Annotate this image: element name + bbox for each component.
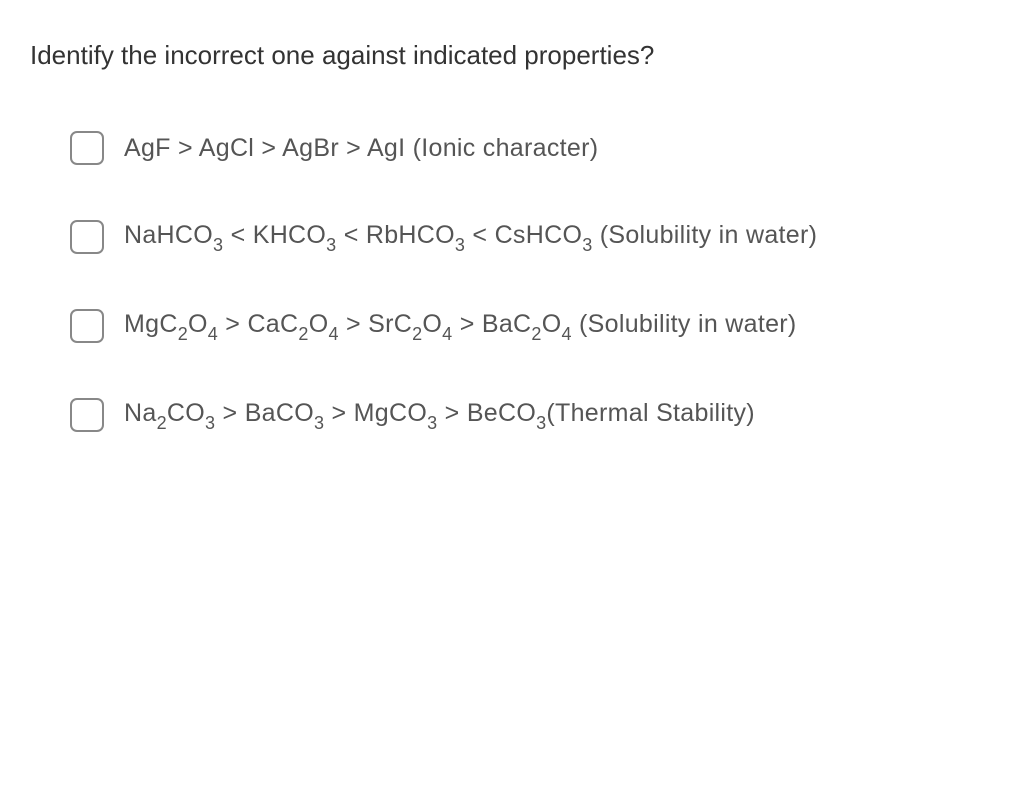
option-text-1: AgF > AgCl > AgBr > AgI (Ionic character… [124,134,598,163]
option-text-2: NaHCO3 < KHCO3 < RbHCO3 < CsHCO3 (Solubi… [124,221,817,254]
option-checkbox-1[interactable] [70,131,104,165]
option-checkbox-2[interactable] [70,220,104,254]
option-checkbox-4[interactable] [70,398,104,432]
option-row: MgC2O4 > CaC2O4 > SrC2O4 > BaC2O4 (Solub… [70,309,994,343]
option-row: NaHCO3 < KHCO3 < RbHCO3 < CsHCO3 (Solubi… [70,220,994,254]
question-text: Identify the incorrect one against indic… [30,40,994,71]
option-row: Na2CO3 > BaCO3 > MgCO3 > BeCO3(Thermal S… [70,398,994,432]
option-checkbox-3[interactable] [70,309,104,343]
question-container: Identify the incorrect one against indic… [0,0,1024,527]
option-text-4: Na2CO3 > BaCO3 > MgCO3 > BeCO3(Thermal S… [124,399,755,432]
option-row: AgF > AgCl > AgBr > AgI (Ionic character… [70,131,994,165]
option-text-3: MgC2O4 > CaC2O4 > SrC2O4 > BaC2O4 (Solub… [124,310,797,343]
